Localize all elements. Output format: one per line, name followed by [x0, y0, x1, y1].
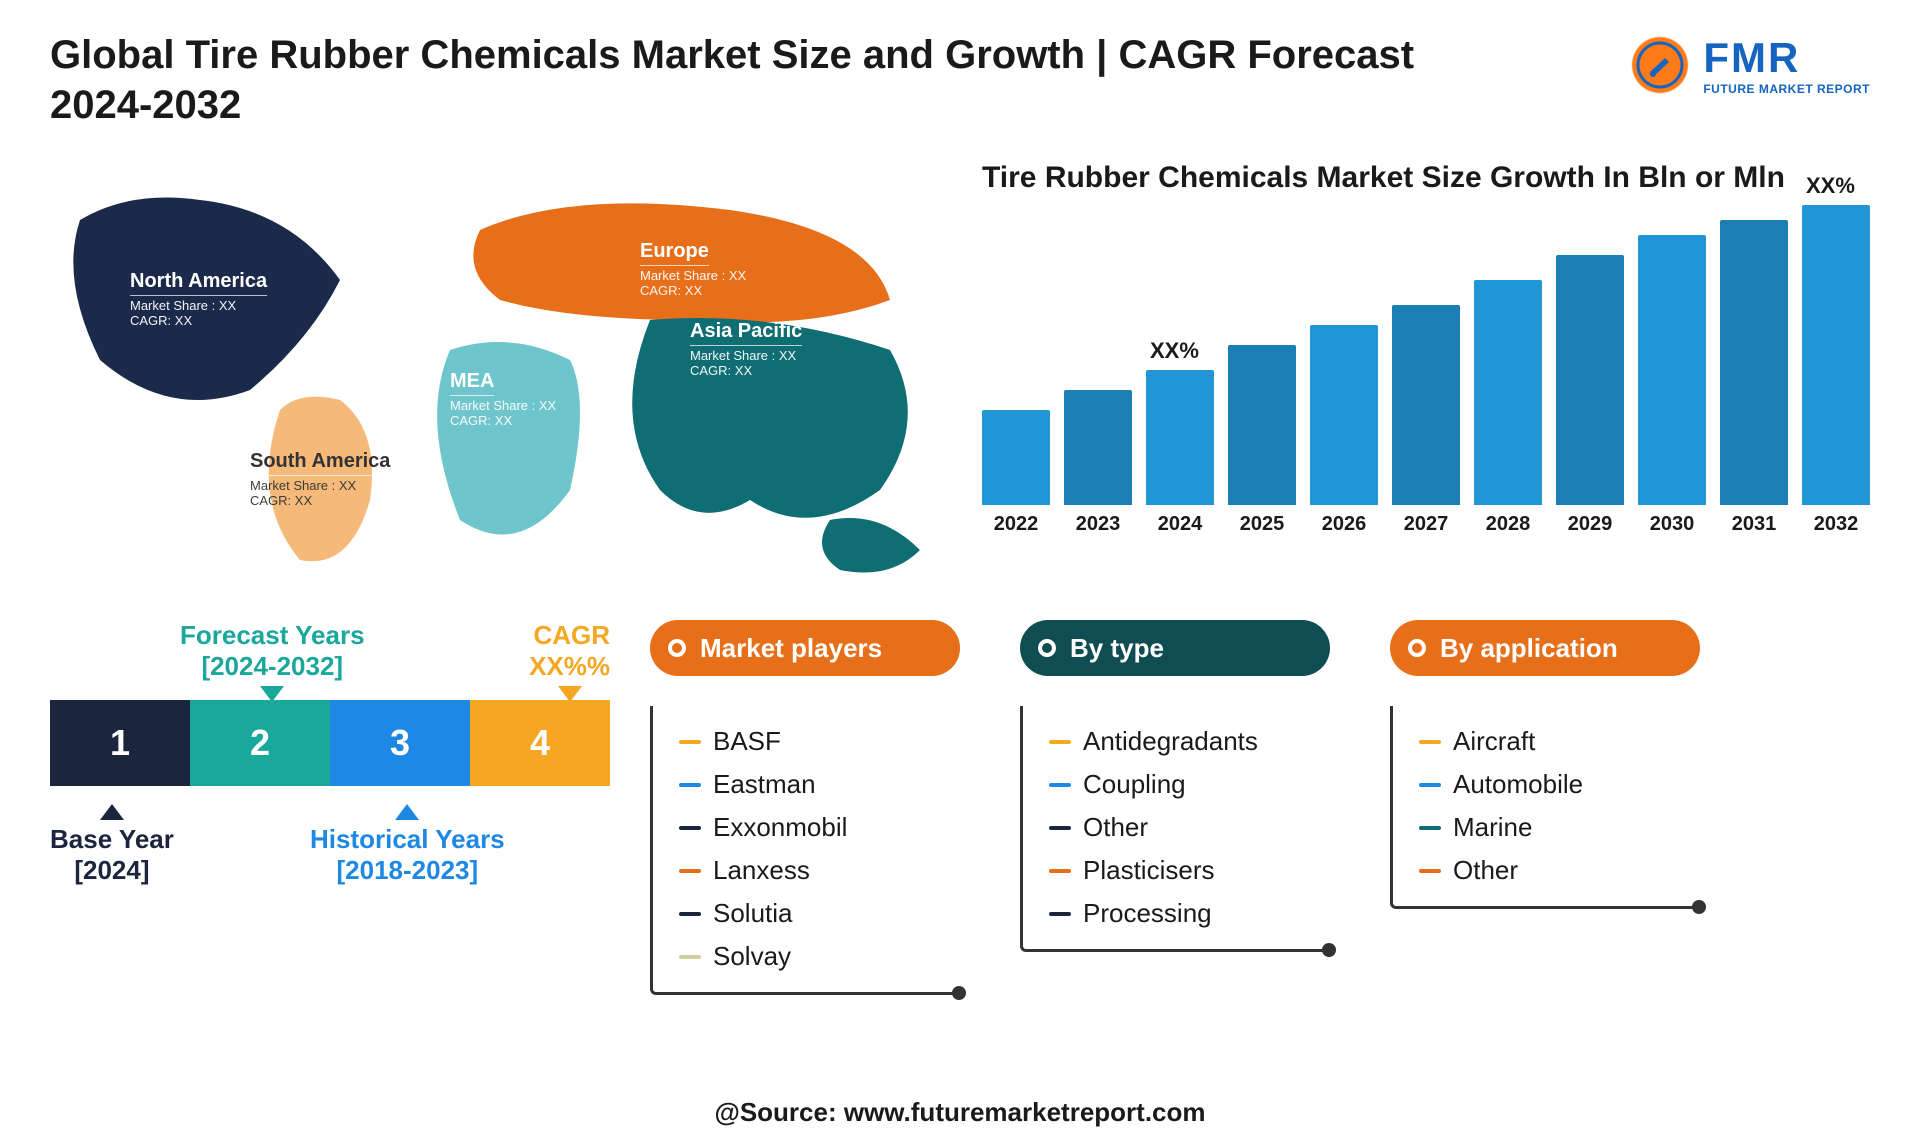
timeline-seg-1: 1	[50, 700, 190, 786]
bar-2029: 2029	[1556, 255, 1624, 536]
historical-label: Historical Years	[310, 824, 505, 854]
bar-2022: 2022	[982, 410, 1050, 536]
chart-annotation: XX%	[1806, 173, 1855, 199]
list-item: BASF	[679, 720, 950, 763]
category-1: By type AntidegradantsCouplingOtherPlasti…	[1020, 620, 1330, 995]
timeline-seg-2: 2	[190, 700, 330, 786]
list-item: Solutia	[679, 892, 950, 935]
bar-2023: 2023	[1064, 390, 1132, 536]
list-item: Other	[1049, 806, 1320, 849]
historical-years: [2018-2023]	[337, 855, 479, 885]
category-header: Market players	[650, 620, 960, 676]
list-item: Automobile	[1419, 763, 1690, 806]
category-2: By application AircraftAutomobileMarineOt…	[1390, 620, 1700, 995]
bar-2030: 2030	[1638, 235, 1706, 536]
region-eu: EuropeMarket Share : XXCAGR: XX	[640, 240, 746, 298]
forecast-years: [2024-2032]	[201, 651, 343, 681]
region-sa: South AmericaMarket Share : XXCAGR: XX	[250, 450, 390, 508]
cagr-label: CAGR	[533, 620, 610, 650]
world-map: North AmericaMarket Share : XXCAGR: XX So…	[50, 160, 942, 580]
chart-title: Tire Rubber Chemicals Market Size Growth…	[982, 160, 1870, 196]
list-item: Coupling	[1049, 763, 1320, 806]
growth-bar-chart: Tire Rubber Chemicals Market Size Growth…	[982, 160, 1870, 580]
category-header: By type	[1020, 620, 1330, 676]
list-item: Other	[1419, 849, 1690, 892]
logo-text: FMR	[1703, 34, 1870, 82]
source-text: @Source: www.futuremarketreport.com	[0, 1097, 1920, 1128]
region-na: North AmericaMarket Share : XXCAGR: XX	[130, 270, 267, 328]
list-item: Plasticisers	[1049, 849, 1320, 892]
fmr-logo: FMR FUTURE MARKET REPORT	[1625, 30, 1870, 100]
category-0: Market players BASFEastmanExxonmobilLanxe…	[650, 620, 960, 995]
chart-annotation: XX%	[1150, 338, 1199, 364]
list-item: Solvay	[679, 935, 950, 978]
list-item: Aircraft	[1419, 720, 1690, 763]
timeline-strip: 1 2 3 4	[50, 700, 610, 786]
bar-2025: 2025	[1228, 345, 1296, 536]
region-ap: Asia PacificMarket Share : XXCAGR: XX	[690, 320, 802, 378]
list-item: Processing	[1049, 892, 1320, 935]
list-item: Eastman	[679, 763, 950, 806]
bar-2027: 2027	[1392, 305, 1460, 536]
bar-2028: 2028	[1474, 280, 1542, 536]
list-item: Antidegradants	[1049, 720, 1320, 763]
list-item: Marine	[1419, 806, 1690, 849]
telescope-icon	[1625, 30, 1695, 100]
base-year-label: Base Year	[50, 824, 174, 854]
page-title: Global Tire Rubber Chemicals Market Size…	[50, 30, 1450, 130]
timeline-seg-3: 3	[330, 700, 470, 786]
list-item: Lanxess	[679, 849, 950, 892]
region-mea: MEAMarket Share : XXCAGR: XX	[450, 370, 556, 428]
logo-subtext: FUTURE MARKET REPORT	[1703, 82, 1870, 96]
bar-2032: XX%2032	[1802, 205, 1870, 536]
category-header: By application	[1390, 620, 1700, 676]
bar-2024: XX%2024	[1146, 370, 1214, 536]
bar-2031: 2031	[1720, 220, 1788, 536]
base-year-value: [2024]	[74, 855, 149, 885]
timeline-seg-4: 4	[470, 700, 610, 786]
forecast-label: Forecast Years	[180, 620, 365, 650]
bar-2026: 2026	[1310, 325, 1378, 536]
list-item: Exxonmobil	[679, 806, 950, 849]
year-timeline: Forecast Years [2024-2032] CAGR XX%% 1 2…	[50, 620, 610, 786]
cagr-value: XX%%	[529, 651, 610, 681]
